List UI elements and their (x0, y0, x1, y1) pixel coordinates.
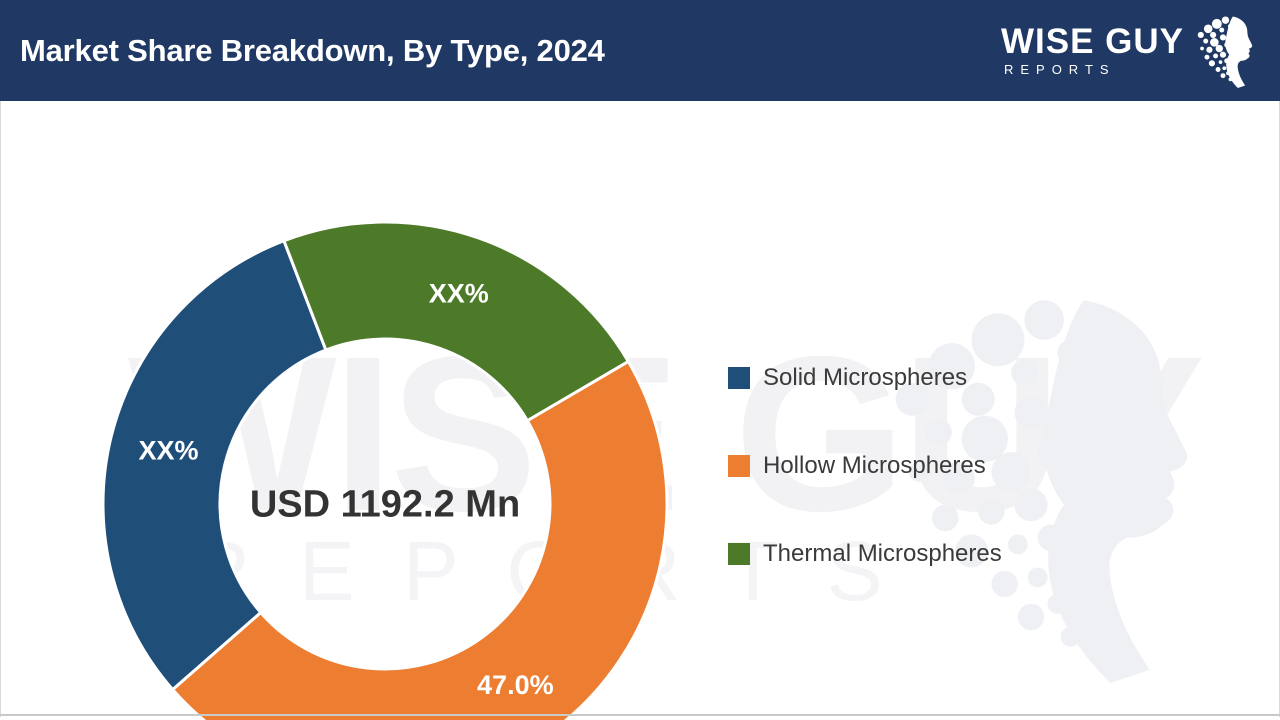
header-bar: Market Share Breakdown, By Type, 2024 WI… (0, 0, 1280, 101)
legend-swatch (728, 455, 750, 477)
segment-label: XX% (139, 435, 199, 465)
legend-label: Thermal Microspheres (763, 540, 1002, 567)
page-title: Market Share Breakdown, By Type, 2024 (20, 32, 605, 68)
legend-item: Hollow Microspheres (728, 452, 1002, 479)
logo-wordmark: WISE GUY (1000, 22, 1184, 61)
legend-label: Solid Microspheres (763, 364, 968, 391)
wiseguy-logo: WISE GUY REPORTS (1001, 14, 1254, 88)
bottom-divider (0, 714, 1280, 716)
left-edge-divider (0, 101, 1, 717)
donut-segment-thermal-microspheres (282, 220, 630, 423)
donut-center-label: USD 1192.2 Mn (249, 483, 521, 526)
legend-item: Solid Microspheres (728, 364, 1002, 391)
donut-segment-solid-microspheres (101, 239, 328, 692)
logo-text: WISE GUY REPORTS (1001, 24, 1184, 77)
legend-swatch (728, 543, 750, 565)
legend-swatch (728, 367, 750, 389)
chart-area: WISE GUY REPORTS XX%47.0%XX% USD 1192.2 … (0, 101, 1280, 720)
logo-subtext: REPORTS (1003, 62, 1116, 77)
donut-segment-hollow-microspheres (171, 359, 669, 720)
legend-item: Thermal Microspheres (728, 540, 1002, 567)
segment-label: 47.0% (477, 670, 554, 700)
legend: Solid Microspheres Hollow Microspheres The… (728, 364, 1002, 631)
segment-label: XX% (429, 279, 489, 309)
legend-label: Hollow Microspheres (763, 452, 986, 479)
face-logo-icon (1197, 15, 1253, 88)
donut-chart: XX% 47.0% XX% (101, 220, 669, 720)
